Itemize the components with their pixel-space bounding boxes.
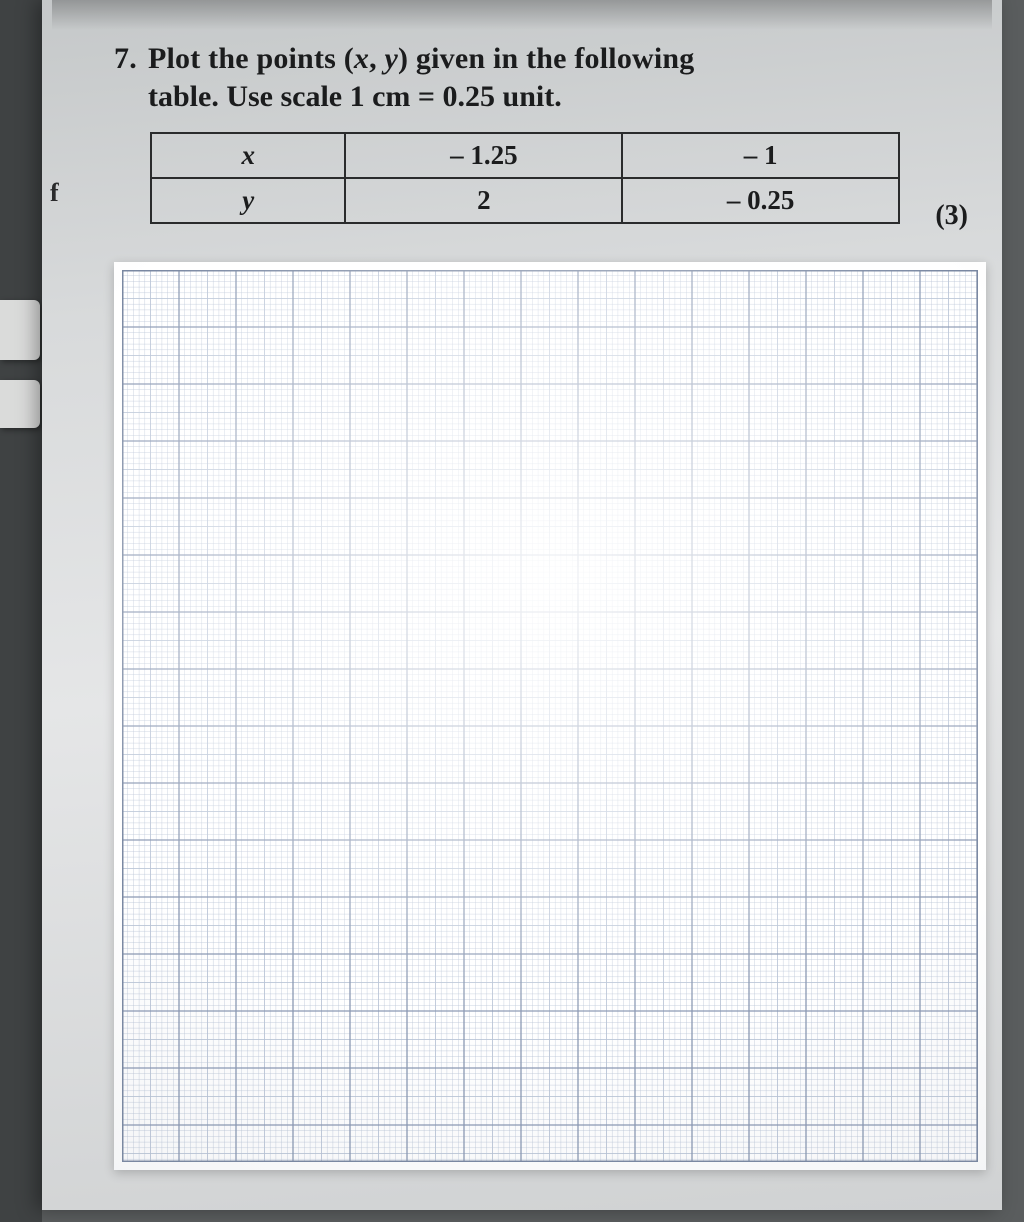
table-cell: – 1 — [622, 133, 899, 178]
page-tab — [0, 300, 40, 360]
question-line-2: table. Use scale 1 cm = 0.25 unit. — [148, 80, 960, 114]
data-table-wrap: x – 1.25 – 1 y 2 – 0.25 — [150, 132, 900, 224]
question-number: 7. — [114, 42, 148, 76]
question-block: 7.Plot the points (x, y) given in the fo… — [114, 42, 960, 114]
table-cell: – 0.25 — [622, 178, 899, 223]
binding-edge — [0, 0, 42, 1222]
table-row: x – 1.25 – 1 — [151, 133, 899, 178]
question-line-1: 7.Plot the points (x, y) given in the fo… — [114, 42, 960, 76]
table-cell: 2 — [345, 178, 622, 223]
table-cell: – 1.25 — [345, 133, 622, 178]
worksheet-page: f 7.Plot the points (x, y) given in the … — [42, 0, 1002, 1210]
marks-label: (3) — [935, 200, 968, 232]
margin-letter: f — [50, 178, 59, 208]
graph-paper — [114, 262, 986, 1170]
row-header: y — [151, 178, 345, 223]
row-header: x — [151, 133, 345, 178]
page-tab — [0, 380, 40, 428]
table-row: y 2 – 0.25 — [151, 178, 899, 223]
data-table: x – 1.25 – 1 y 2 – 0.25 — [150, 132, 900, 224]
graph-grid-svg — [122, 270, 978, 1162]
